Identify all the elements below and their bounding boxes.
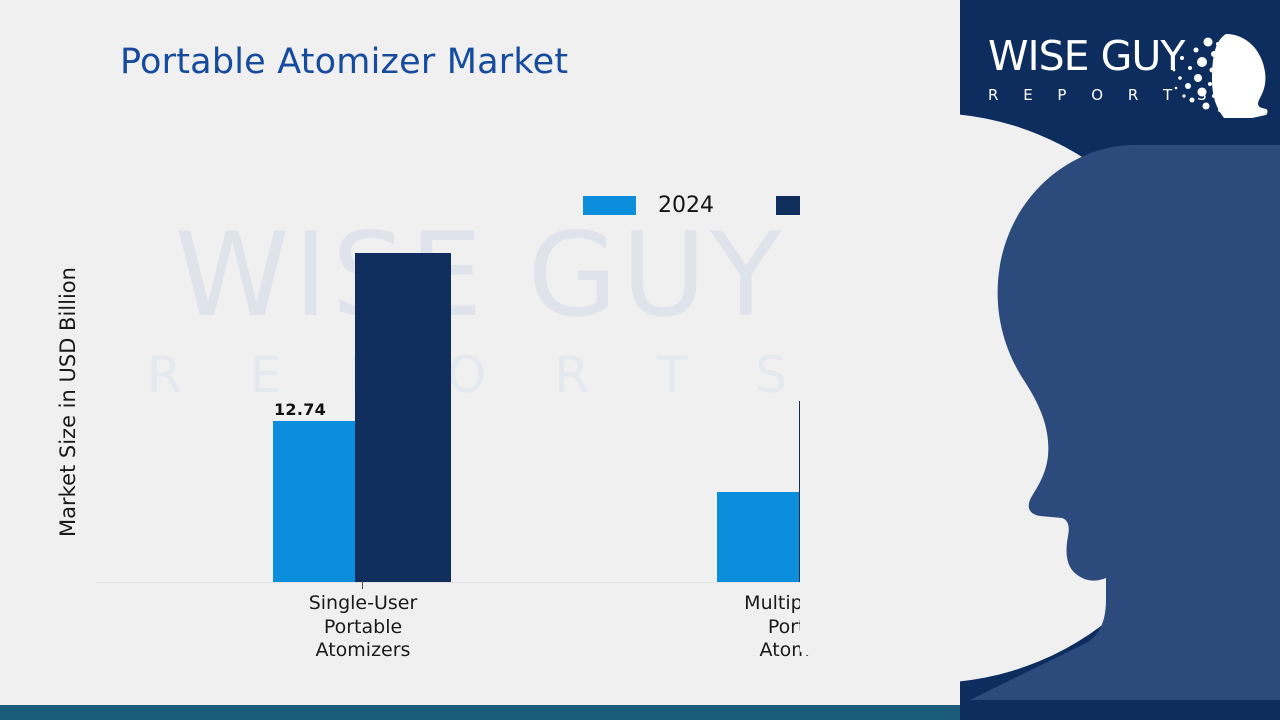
bar-single-user-2032[interactable]: [355, 253, 451, 582]
bar-multiple-user-2024[interactable]: [717, 492, 799, 582]
legend-label-2024: 2024: [658, 193, 714, 218]
brand-logo-main: WISE GUY: [988, 32, 1185, 80]
bottom-accent-bar: [0, 705, 960, 720]
x-axis-tick-single-user: [362, 581, 363, 589]
brand-logo-sub: R E P O R T S: [988, 86, 1217, 104]
legend-item-2024[interactable]: 2024: [583, 193, 714, 218]
brand-logo[interactable]: WISE GUY R E P O R T S: [982, 30, 1272, 122]
x-axis-label-single-user-line2: Portable: [323, 615, 403, 638]
brand-panel: [800, 0, 1280, 720]
x-axis-label-single-user-line3: Atomizers: [315, 638, 411, 661]
x-axis-line: [96, 582, 908, 583]
brand-logo-text: WISE GUY R E P O R T S: [988, 36, 1216, 103]
x-axis-label-single-user: Single-User Portable Atomizers: [233, 592, 493, 662]
page-title: Portable Atomizer Market: [120, 42, 569, 82]
x-axis-label-single-user-line1: Single-User: [308, 592, 418, 615]
bar-single-user-2024[interactable]: [273, 421, 355, 582]
head-silhouette-icon: [800, 113, 1280, 700]
bar-value-label-single-user-2024: 12.74: [274, 400, 327, 419]
logo-head-dots-icon: [1172, 34, 1268, 118]
brand-panel-artwork: [800, 0, 1280, 720]
legend-swatch-2024: [583, 196, 636, 215]
